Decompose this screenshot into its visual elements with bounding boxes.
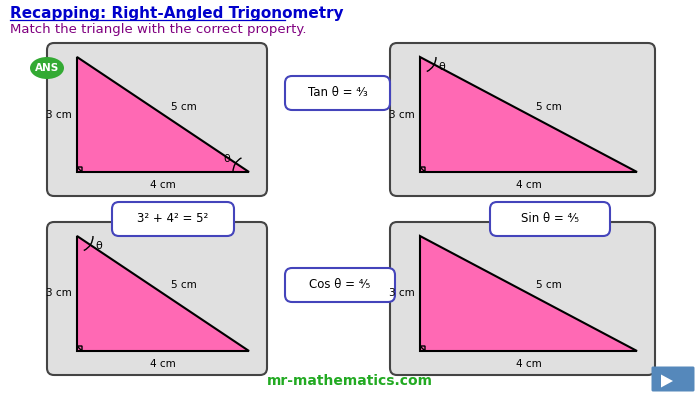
Text: Recapping: Right-Angled Trigonometry: Recapping: Right-Angled Trigonometry xyxy=(10,6,344,21)
Text: ANS: ANS xyxy=(35,63,59,73)
FancyBboxPatch shape xyxy=(652,367,694,391)
Text: 4 cm: 4 cm xyxy=(150,359,176,369)
Text: 3 cm: 3 cm xyxy=(389,110,415,119)
Text: mr-mathematics.com: mr-mathematics.com xyxy=(267,374,433,388)
Polygon shape xyxy=(77,236,249,351)
FancyBboxPatch shape xyxy=(47,43,267,196)
Polygon shape xyxy=(77,57,249,172)
Text: θ: θ xyxy=(95,241,102,251)
FancyBboxPatch shape xyxy=(112,202,234,236)
FancyBboxPatch shape xyxy=(285,268,395,302)
FancyBboxPatch shape xyxy=(390,222,655,375)
FancyBboxPatch shape xyxy=(47,222,267,375)
Text: Tan θ = ⁴⁄₃: Tan θ = ⁴⁄₃ xyxy=(307,86,368,99)
Text: 5 cm: 5 cm xyxy=(536,101,562,112)
Text: Match the triangle with the correct property.: Match the triangle with the correct prop… xyxy=(10,23,307,36)
Text: 3 cm: 3 cm xyxy=(389,288,415,299)
Text: 3² + 4² = 5²: 3² + 4² = 5² xyxy=(137,213,209,226)
Polygon shape xyxy=(661,375,673,387)
Text: 5 cm: 5 cm xyxy=(171,281,197,290)
Text: 4 cm: 4 cm xyxy=(150,180,176,190)
Text: 3 cm: 3 cm xyxy=(46,288,72,299)
Text: Cos θ = ⁴⁄₅: Cos θ = ⁴⁄₅ xyxy=(309,279,370,292)
Text: θ: θ xyxy=(438,62,445,72)
Text: 3 cm: 3 cm xyxy=(46,110,72,119)
Ellipse shape xyxy=(30,57,64,79)
Text: θ: θ xyxy=(223,154,230,164)
FancyBboxPatch shape xyxy=(490,202,610,236)
Text: 4 cm: 4 cm xyxy=(516,359,541,369)
FancyBboxPatch shape xyxy=(285,76,390,110)
Polygon shape xyxy=(420,236,637,351)
Text: 4 cm: 4 cm xyxy=(516,180,541,190)
Polygon shape xyxy=(420,57,637,172)
Text: 5 cm: 5 cm xyxy=(171,101,197,112)
Text: 5 cm: 5 cm xyxy=(536,281,562,290)
Text: Sin θ = ⁴⁄₅: Sin θ = ⁴⁄₅ xyxy=(521,213,579,226)
FancyBboxPatch shape xyxy=(390,43,655,196)
